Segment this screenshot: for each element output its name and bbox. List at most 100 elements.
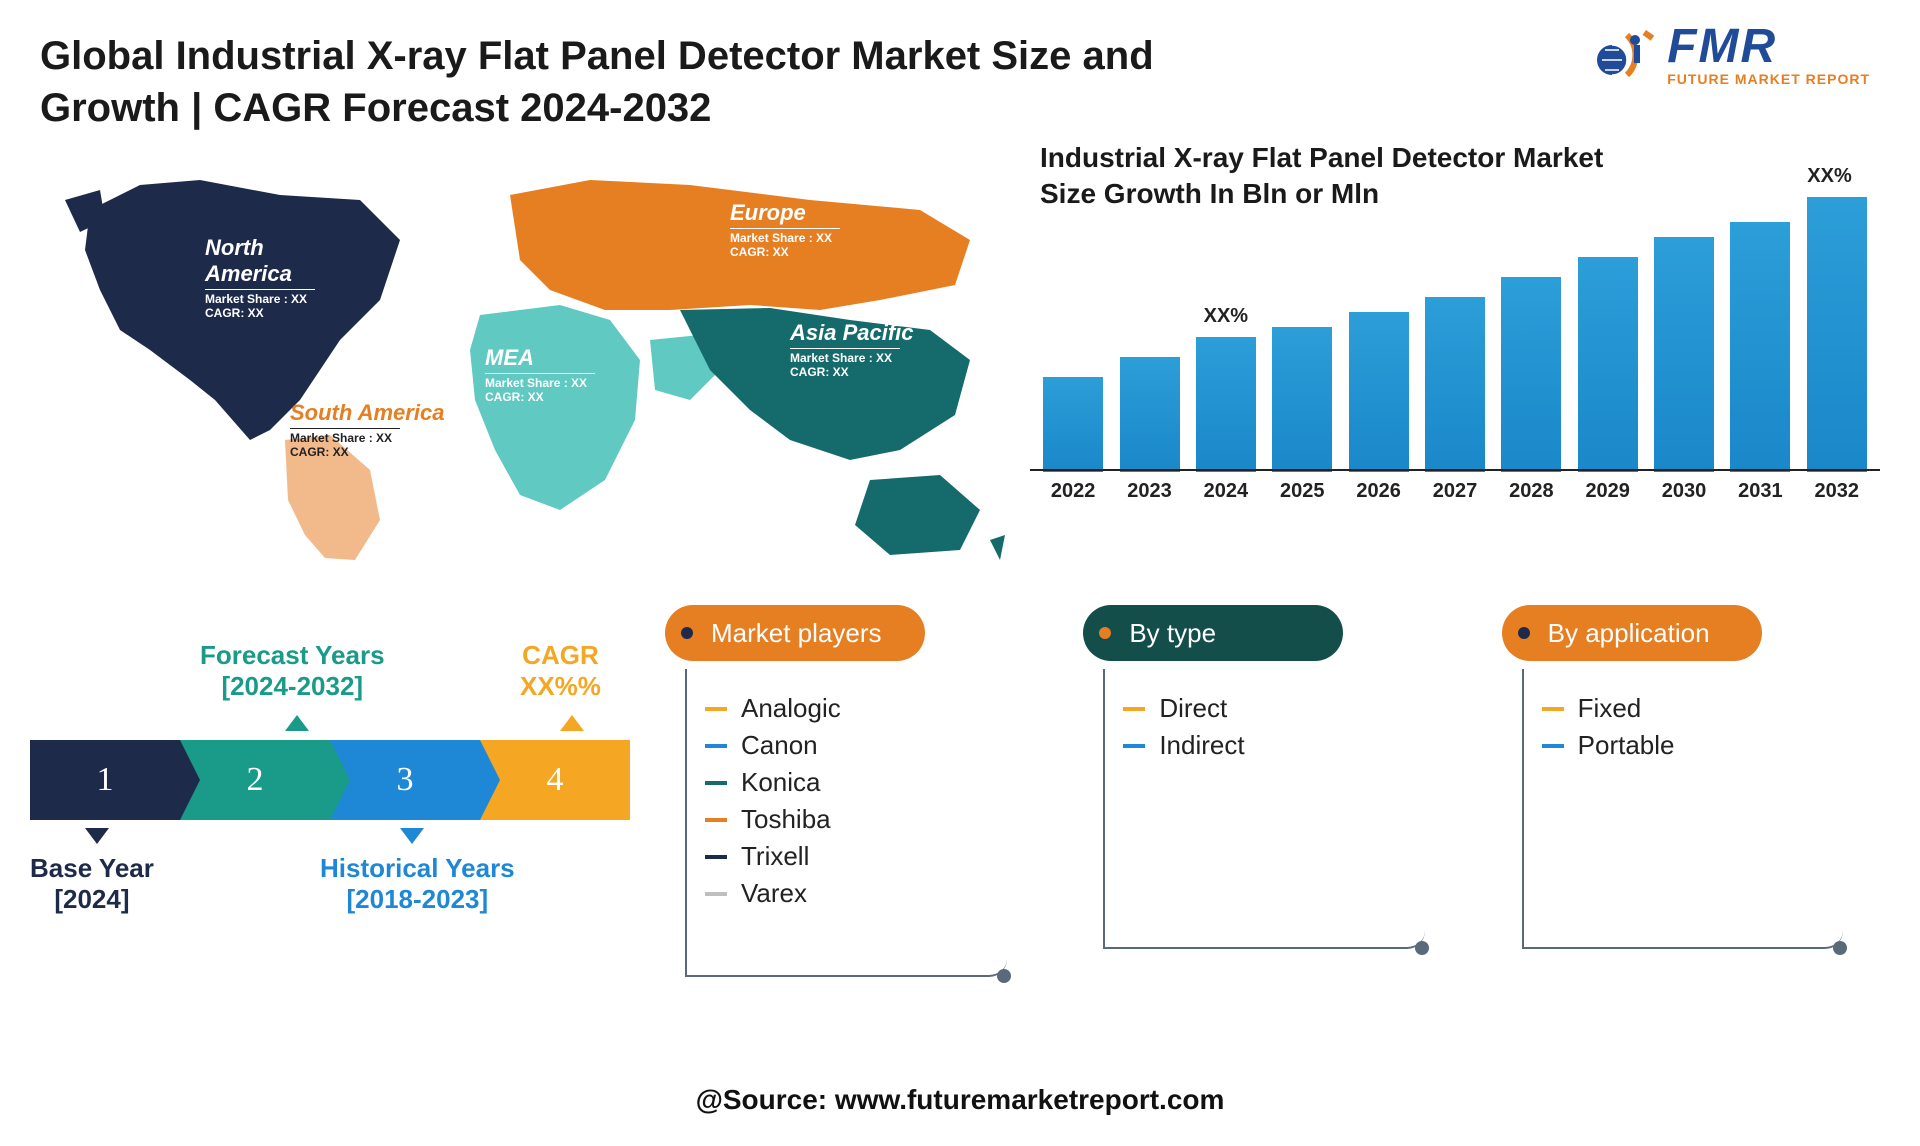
arrow-base-icon (85, 828, 109, 844)
hist-range: [2018-2023] (347, 884, 489, 914)
bar-label: 2026 (1356, 480, 1401, 503)
step-3: 3 (330, 740, 480, 820)
ap-name: Asia Pacific (790, 320, 914, 346)
pill-by-application: By application (1502, 605, 1762, 661)
arrow-cagr-icon (560, 715, 584, 731)
bar (1120, 357, 1180, 472)
bar-label: 2029 (1585, 480, 1630, 503)
step-1: 1 (30, 740, 180, 820)
na-line2: America (205, 261, 315, 287)
bar-label: 2031 (1738, 480, 1783, 503)
bar-label: 2028 (1509, 480, 1554, 503)
bar (1807, 197, 1867, 472)
timeline-block: Forecast Years [2024-2032] CAGR XX%% 1 2… (30, 640, 630, 938)
tick-icon (705, 744, 727, 748)
list-item-label: Direct (1159, 693, 1227, 724)
bar-item: 2029 (1575, 257, 1641, 503)
arrow-hist-icon (400, 828, 424, 844)
bars-container: 2022202320242025202620272028202920302031… (1040, 223, 1870, 503)
sa-cagr: CAGR: XX (290, 445, 444, 459)
bar (1272, 327, 1332, 472)
chart-title: Industrial X-ray Flat Panel Detector Mar… (1040, 140, 1640, 213)
cagr-text: CAGR (522, 640, 599, 670)
list-item-label: Analogic (741, 693, 841, 724)
bar-item: 2022 (1040, 377, 1106, 503)
tick-icon (1542, 707, 1564, 711)
base-label: Base Year [2024] (30, 853, 154, 915)
label-asia-pacific: Asia Pacific Market Share : XX CAGR: XX (790, 320, 914, 379)
cagr-label: CAGR XX%% (520, 640, 601, 702)
market-players-title: Market players (711, 618, 882, 649)
eu-name: Europe (730, 200, 840, 226)
bar-label: 2025 (1280, 480, 1325, 503)
by-type-title: By type (1129, 618, 1216, 649)
bar (1578, 257, 1638, 472)
bar (1043, 377, 1103, 472)
logo-main-text: FMR (1667, 23, 1870, 71)
list-item: Canon (705, 730, 997, 761)
list-by-type: Direct Indirect (1103, 669, 1425, 949)
forecast-text: Forecast Years (200, 640, 385, 670)
arrow-forecast-icon (285, 715, 309, 731)
list-item-label: Toshiba (741, 804, 831, 835)
bar-annotation: XX% (1204, 305, 1248, 328)
sa-name: South America (290, 400, 444, 426)
pill-dot-icon (681, 627, 693, 639)
step4-num: 4 (547, 761, 564, 799)
world-map: North America Market Share : XX CAGR: XX… (50, 140, 1010, 570)
list-item-label: Trixell (741, 841, 809, 872)
bar (1349, 312, 1409, 472)
list-item: Fixed (1542, 693, 1834, 724)
hist-label: Historical Years [2018-2023] (320, 853, 515, 915)
label-europe: Europe Market Share : XX CAGR: XX (730, 200, 840, 259)
step3-num: 3 (397, 761, 414, 799)
ap-cagr: CAGR: XX (790, 365, 914, 379)
bar-label: 2027 (1433, 480, 1478, 503)
bar-label: 2022 (1051, 480, 1096, 503)
bar-label: 2032 (1815, 480, 1860, 503)
ap-share: Market Share : XX (790, 348, 900, 365)
list-item-label: Canon (741, 730, 818, 761)
growth-bar-chart: Industrial X-ray Flat Panel Detector Mar… (1040, 140, 1870, 570)
list-by-application: Fixed Portable (1522, 669, 1844, 949)
bar (1654, 237, 1714, 472)
cagr-value: XX%% (520, 671, 601, 701)
bar-item: 2030 (1651, 237, 1717, 503)
logo-globe-icon (1587, 20, 1657, 90)
bar-item: 2027 (1422, 297, 1488, 503)
pill-by-type: By type (1083, 605, 1343, 661)
tick-icon (705, 892, 727, 896)
step2-num: 2 (247, 761, 264, 799)
tick-icon (705, 781, 727, 785)
na-line1: North (205, 235, 315, 261)
bar (1196, 337, 1256, 472)
sa-share: Market Share : XX (290, 428, 400, 445)
tick-icon (705, 707, 727, 711)
section-market-players: Market players Analogic Canon Konica Toshib… (665, 605, 1043, 977)
by-application-title: By application (1548, 618, 1710, 649)
mea-share: Market Share : XX (485, 373, 595, 390)
list-item: Indirect (1123, 730, 1415, 761)
step1-num: 1 (97, 761, 114, 799)
list-item-label: Varex (741, 878, 807, 909)
tick-icon (1123, 744, 1145, 748)
list-item-label: Konica (741, 767, 821, 798)
list-item: Toshiba (705, 804, 997, 835)
list-item: Direct (1123, 693, 1415, 724)
eu-share: Market Share : XX (730, 228, 840, 245)
mea-name: MEA (485, 345, 595, 371)
list-item: Varex (705, 878, 997, 909)
bar-label: 2030 (1662, 480, 1707, 503)
bar (1425, 297, 1485, 472)
label-mea: MEA Market Share : XX CAGR: XX (485, 345, 595, 404)
category-sections: Market players Analogic Canon Konica Toshib… (665, 605, 1880, 977)
mea-cagr: CAGR: XX (485, 390, 595, 404)
list-market-players: Analogic Canon Konica Toshiba Trixell Varex (685, 669, 1007, 977)
bar (1501, 277, 1561, 472)
forecast-label: Forecast Years [2024-2032] (200, 640, 385, 702)
pill-dot-icon (1099, 627, 1111, 639)
list-item-label: Indirect (1159, 730, 1244, 761)
bar-item: 2032 (1804, 197, 1870, 503)
base-range: [2024] (54, 884, 129, 914)
list-item-label: Portable (1578, 730, 1675, 761)
